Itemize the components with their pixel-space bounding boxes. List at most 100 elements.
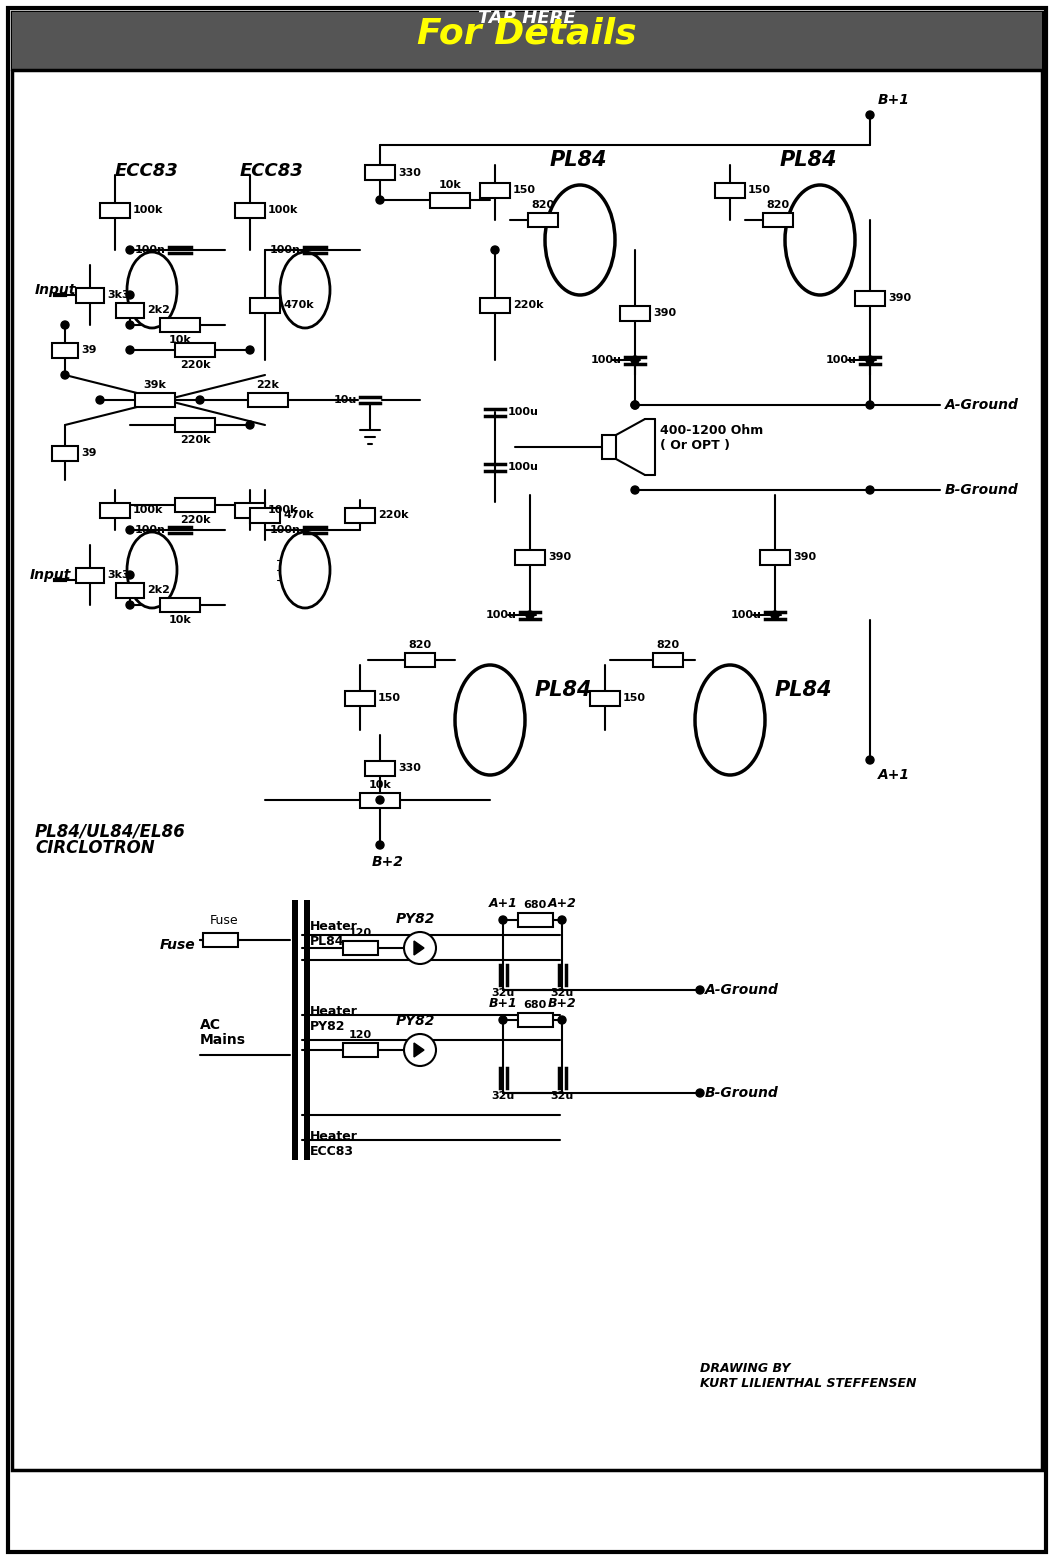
Text: PY82: PY82	[395, 1014, 434, 1028]
Circle shape	[866, 356, 874, 363]
Bar	[518, 1012, 552, 1026]
Circle shape	[499, 1016, 507, 1023]
Text: 120: 120	[349, 1030, 372, 1041]
Text: 32u: 32u	[550, 987, 573, 998]
Ellipse shape	[126, 253, 177, 328]
Text: 220k: 220k	[513, 300, 544, 310]
Text: 390: 390	[793, 552, 816, 562]
Circle shape	[126, 601, 134, 608]
Text: B-Ground: B-Ground	[945, 484, 1019, 498]
Bar	[430, 192, 470, 207]
Circle shape	[631, 401, 639, 409]
Text: 32u: 32u	[491, 1090, 514, 1101]
Text: 39: 39	[81, 345, 97, 356]
Text: 32u: 32u	[491, 987, 514, 998]
Text: 400-1200 Ohm: 400-1200 Ohm	[660, 424, 763, 437]
Circle shape	[96, 396, 104, 404]
Bar	[235, 203, 265, 217]
Text: PL84: PL84	[775, 680, 833, 700]
Text: 100u: 100u	[508, 407, 539, 417]
Circle shape	[246, 421, 254, 429]
Bar	[855, 290, 885, 306]
Circle shape	[866, 487, 874, 495]
Ellipse shape	[785, 186, 855, 295]
Text: 2k2: 2k2	[147, 585, 170, 594]
Bar	[175, 498, 215, 512]
Text: 220k: 220k	[378, 510, 409, 519]
Bar	[235, 502, 265, 518]
Text: For Details: For Details	[417, 16, 637, 50]
Text: 680: 680	[524, 900, 547, 909]
Bar	[292, 900, 298, 1161]
Text: 120: 120	[349, 928, 372, 938]
Text: CIRCLOTRON: CIRCLOTRON	[35, 839, 155, 856]
Text: A+2: A+2	[548, 897, 577, 909]
Circle shape	[558, 916, 566, 924]
Text: ( Or OPT ): ( Or OPT )	[660, 438, 730, 452]
Text: 330: 330	[398, 167, 421, 178]
Text: 100u: 100u	[731, 610, 762, 619]
Text: 220k: 220k	[180, 360, 210, 370]
Bar	[160, 597, 200, 612]
Text: 100u: 100u	[486, 610, 518, 619]
Circle shape	[376, 796, 384, 803]
Circle shape	[491, 246, 499, 254]
Circle shape	[499, 916, 507, 924]
Text: AC: AC	[200, 1019, 221, 1033]
Circle shape	[61, 321, 69, 329]
Text: 820: 820	[657, 640, 680, 651]
Text: PL84: PL84	[550, 150, 607, 170]
Bar	[202, 933, 237, 947]
Circle shape	[126, 246, 134, 254]
Circle shape	[376, 197, 384, 204]
Text: 100n: 100n	[270, 245, 301, 254]
Text: B+1: B+1	[878, 94, 910, 108]
Circle shape	[61, 371, 69, 379]
Text: PL84/UL84/EL86: PL84/UL84/EL86	[35, 822, 186, 839]
Text: 100u: 100u	[508, 462, 539, 473]
Bar	[100, 203, 130, 217]
Ellipse shape	[695, 665, 765, 775]
Bar	[602, 435, 616, 459]
Text: 150: 150	[748, 186, 770, 195]
Bar	[715, 183, 745, 198]
Circle shape	[404, 1034, 436, 1065]
Bar	[175, 418, 215, 432]
Bar	[653, 654, 683, 668]
Text: 100k: 100k	[133, 204, 163, 215]
Text: 100n: 100n	[270, 526, 301, 535]
Text: 100u: 100u	[591, 356, 622, 365]
Text: 150: 150	[623, 693, 646, 704]
Bar	[76, 287, 104, 303]
Bar	[100, 502, 130, 518]
Bar	[345, 507, 375, 523]
Text: TAP HERE: TAP HERE	[479, 9, 575, 27]
Text: Heater
ECC83: Heater ECC83	[310, 1129, 358, 1158]
Text: 390: 390	[653, 307, 676, 318]
Circle shape	[126, 292, 134, 300]
Text: 3k3: 3k3	[108, 290, 130, 300]
Bar	[345, 691, 375, 705]
Bar	[405, 654, 435, 668]
Bar	[620, 306, 650, 320]
Circle shape	[126, 321, 134, 329]
Text: 10u: 10u	[334, 395, 357, 406]
Text: 39: 39	[81, 448, 97, 459]
Bar	[250, 507, 280, 523]
Circle shape	[196, 396, 204, 404]
Bar	[135, 393, 175, 407]
Bar	[528, 214, 558, 228]
Circle shape	[126, 571, 134, 579]
Text: 390: 390	[889, 293, 911, 303]
Text: 100u: 100u	[826, 356, 857, 365]
Text: PY82: PY82	[395, 913, 434, 927]
Text: Heater
PY82: Heater PY82	[310, 1005, 358, 1033]
Circle shape	[126, 346, 134, 354]
Text: 100k: 100k	[133, 505, 163, 515]
Text: 330: 330	[398, 763, 421, 774]
Circle shape	[558, 1016, 566, 1023]
Text: 220k: 220k	[180, 435, 210, 445]
Bar	[175, 343, 215, 357]
Bar	[360, 792, 401, 808]
Text: 3k3: 3k3	[108, 569, 130, 580]
